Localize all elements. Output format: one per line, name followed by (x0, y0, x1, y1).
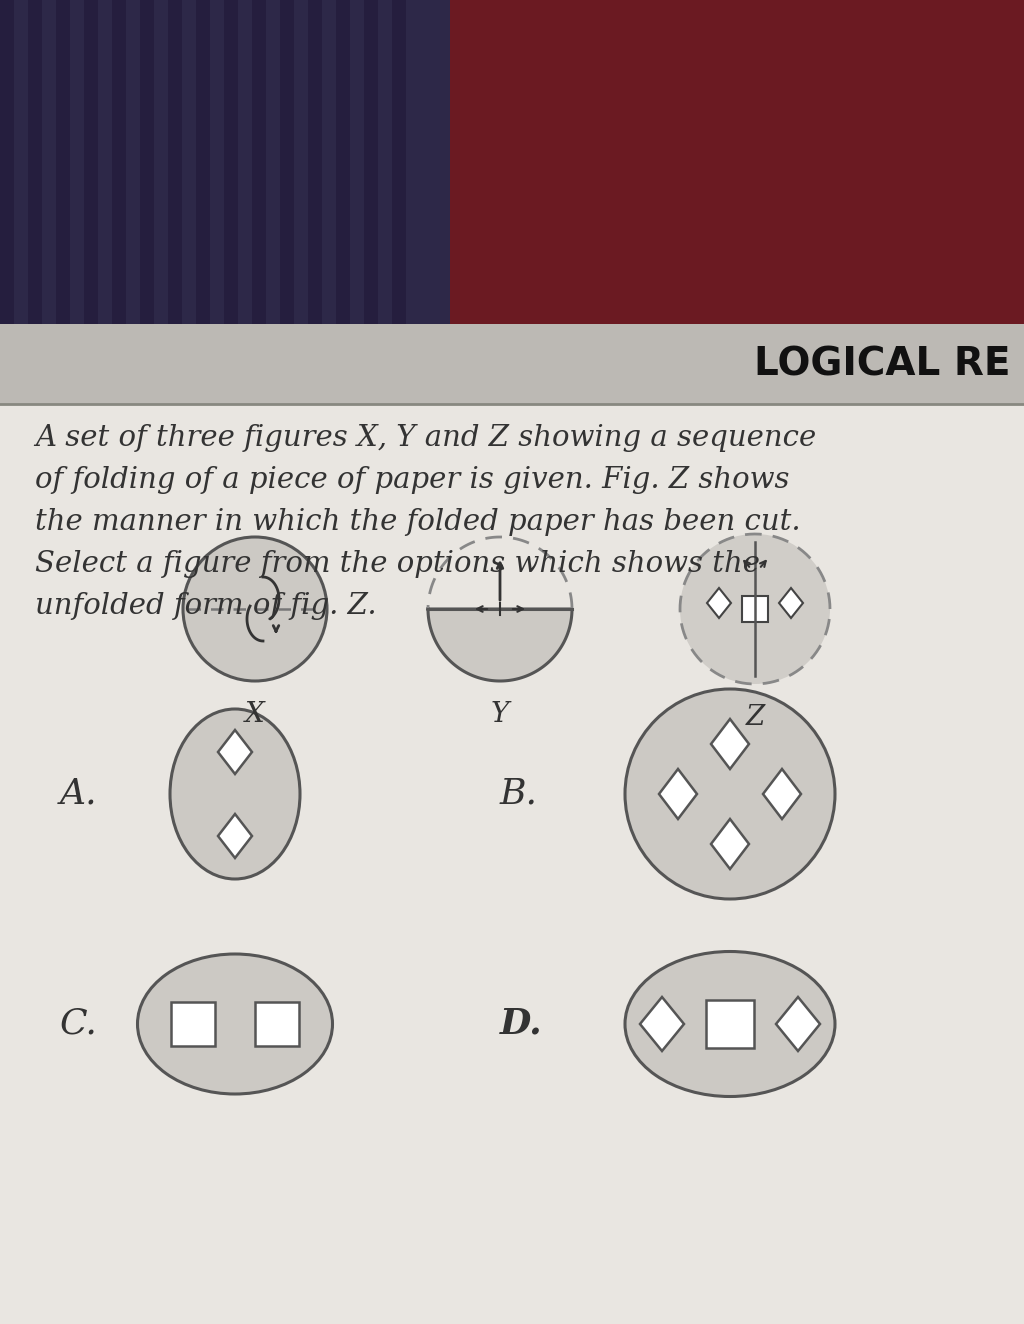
Text: the manner in which the folded paper has been cut.: the manner in which the folded paper has… (35, 508, 801, 536)
Polygon shape (659, 769, 697, 820)
Text: A set of three figures X, Y and Z showing a sequence: A set of three figures X, Y and Z showin… (35, 424, 816, 451)
Text: A.: A. (60, 777, 97, 812)
Bar (224, 0, 238, 324)
Polygon shape (763, 769, 801, 820)
Bar (742, 596, 768, 622)
Bar (171, 1002, 215, 1046)
Bar (0, 324, 1024, 404)
Bar (280, 0, 294, 324)
Polygon shape (779, 588, 803, 618)
Bar (112, 0, 126, 324)
Text: LOGICAL RE: LOGICAL RE (754, 346, 1010, 383)
Text: Y: Y (490, 700, 509, 728)
Bar (308, 0, 322, 324)
Ellipse shape (625, 952, 835, 1096)
Bar (252, 0, 266, 324)
Polygon shape (776, 997, 820, 1051)
Bar (0, 0, 14, 324)
Text: unfolded form of fig. Z.: unfolded form of fig. Z. (35, 592, 377, 620)
Bar (0, 0, 1024, 324)
Polygon shape (218, 814, 252, 858)
Text: B.: B. (500, 777, 538, 812)
Bar (56, 0, 70, 324)
Text: Z: Z (745, 704, 765, 731)
Bar (392, 0, 406, 324)
Circle shape (625, 688, 835, 899)
Polygon shape (711, 820, 749, 869)
Bar (364, 0, 378, 324)
Bar (196, 0, 210, 324)
Polygon shape (711, 719, 749, 769)
Bar (706, 1000, 754, 1049)
Text: D.: D. (500, 1008, 543, 1041)
Bar (336, 0, 350, 324)
Polygon shape (707, 588, 731, 618)
Polygon shape (428, 609, 572, 681)
Ellipse shape (170, 708, 300, 879)
Bar (255, 1002, 299, 1046)
Polygon shape (218, 730, 252, 775)
Text: C.: C. (60, 1008, 98, 1041)
Bar (450, 0, 1024, 324)
Bar (140, 0, 154, 324)
Text: Select a figure from the options which shows the: Select a figure from the options which s… (35, 549, 760, 579)
Circle shape (183, 538, 327, 681)
Text: X: X (245, 700, 265, 728)
Bar (168, 0, 182, 324)
Ellipse shape (137, 955, 333, 1094)
Text: of folding of a piece of paper is given. Fig. Z shows: of folding of a piece of paper is given.… (35, 466, 790, 494)
Bar (84, 0, 98, 324)
Bar (28, 0, 42, 324)
Polygon shape (640, 997, 684, 1051)
Circle shape (680, 534, 830, 685)
